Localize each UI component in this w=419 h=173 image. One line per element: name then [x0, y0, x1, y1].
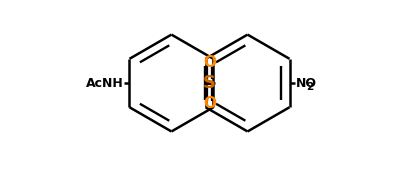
Text: S: S [203, 74, 216, 92]
Text: 2: 2 [306, 82, 313, 92]
Text: NO: NO [295, 76, 317, 90]
Text: AcNH: AcNH [85, 76, 124, 90]
Text: O: O [203, 55, 216, 70]
Text: O: O [203, 96, 216, 111]
